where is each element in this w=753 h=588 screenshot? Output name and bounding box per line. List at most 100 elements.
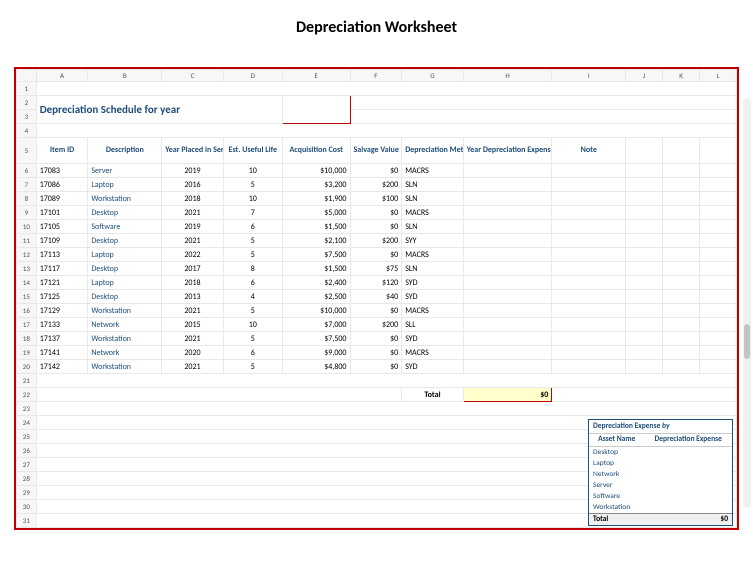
row-23[interactable]: 23: [17, 402, 37, 416]
cell-method[interactable]: MACRS: [402, 346, 464, 360]
cell-salvage[interactable]: $75: [350, 262, 402, 276]
cell[interactable]: [663, 234, 700, 248]
table-row[interactable]: 1417121Laptop20186$2,400$120SYD: [17, 276, 737, 290]
cell-acq-cost[interactable]: $1,900: [282, 192, 350, 206]
cell-useful-life[interactable]: 5: [223, 178, 282, 192]
cell-year-placed[interactable]: 2013: [162, 290, 224, 304]
row-28[interactable]: 28: [17, 472, 37, 486]
cell[interactable]: [626, 332, 663, 346]
table-row[interactable]: 817089Workstation201810$1,900$100SLN: [17, 192, 737, 206]
cell-useful-life[interactable]: 5: [223, 332, 282, 346]
table-row[interactable]: 1617129Workstation20215$10,000$0MACRS: [17, 304, 737, 318]
row-7[interactable]: 7: [17, 178, 37, 192]
cell-note[interactable]: [552, 178, 626, 192]
cell[interactable]: [626, 346, 663, 360]
table-row[interactable]: 1317117Desktop20178$1,500$75SLN: [17, 262, 737, 276]
cell-method[interactable]: SLN: [402, 178, 464, 192]
row-17[interactable]: 17: [17, 318, 37, 332]
cell[interactable]: [700, 304, 737, 318]
cell-method[interactable]: MACRS: [402, 164, 464, 178]
cell-year-dep[interactable]: [463, 360, 552, 374]
cell[interactable]: [663, 360, 700, 374]
cell-year-placed[interactable]: 2018: [162, 276, 224, 290]
table-row[interactable]: 1117109Desktop20215$2,100$200SYY: [17, 234, 737, 248]
cell[interactable]: [663, 248, 700, 262]
cell-item-id[interactable]: 17125: [36, 290, 88, 304]
cell[interactable]: [626, 206, 663, 220]
cell-useful-life[interactable]: 6: [223, 346, 282, 360]
cell-description[interactable]: Workstation: [88, 332, 162, 346]
cell-method[interactable]: MACRS: [402, 304, 464, 318]
cell-item-id[interactable]: 17086: [36, 178, 88, 192]
table-row[interactable]: 917101Desktop20217$5,000$0MACRS: [17, 206, 737, 220]
cell-year-placed[interactable]: 2017: [162, 262, 224, 276]
cell[interactable]: [36, 402, 736, 416]
cell-acq-cost[interactable]: $9,000: [282, 346, 350, 360]
cell-salvage[interactable]: $0: [350, 164, 402, 178]
cell-year-placed[interactable]: 2021: [162, 206, 224, 220]
cell-year-placed[interactable]: 2021: [162, 304, 224, 318]
cell-acq-cost[interactable]: $7,000: [282, 318, 350, 332]
cell-acq-cost[interactable]: $10,000: [282, 164, 350, 178]
row-4[interactable]: 4: [17, 124, 37, 138]
cell[interactable]: [626, 192, 663, 206]
table-row[interactable]: 1517125Desktop20134$2,500$40SYD: [17, 290, 737, 304]
cell[interactable]: [626, 304, 663, 318]
cell[interactable]: [663, 290, 700, 304]
cell-year-placed[interactable]: 2021: [162, 332, 224, 346]
cell-method[interactable]: SLN: [402, 220, 464, 234]
cell-note[interactable]: [552, 332, 626, 346]
row-25[interactable]: 25: [17, 430, 37, 444]
cell-description[interactable]: Desktop: [88, 262, 162, 276]
cell-acq-cost[interactable]: $3,200: [282, 178, 350, 192]
cell-salvage[interactable]: $0: [350, 248, 402, 262]
cell-note[interactable]: [552, 304, 626, 318]
table-row[interactable]: 1917141Network20206$9,000$0MACRS: [17, 346, 737, 360]
cell[interactable]: [700, 164, 737, 178]
col-L[interactable]: L: [700, 70, 737, 82]
cell-year-placed[interactable]: 2015: [162, 318, 224, 332]
row-12[interactable]: 12: [17, 248, 37, 262]
cell[interactable]: [663, 220, 700, 234]
cell[interactable]: [626, 138, 663, 164]
row-13[interactable]: 13: [17, 262, 37, 276]
cell[interactable]: [350, 110, 737, 124]
cell-description[interactable]: Network: [88, 346, 162, 360]
cell-description[interactable]: Network: [88, 318, 162, 332]
cell[interactable]: [663, 276, 700, 290]
cell-item-id[interactable]: 17121: [36, 276, 88, 290]
row-30[interactable]: 30: [17, 500, 37, 514]
cell-description[interactable]: Workstation: [88, 360, 162, 374]
row-26[interactable]: 26: [17, 444, 37, 458]
cell-acq-cost[interactable]: $2,100: [282, 234, 350, 248]
year-input-cell[interactable]: [282, 96, 350, 124]
cell[interactable]: [700, 332, 737, 346]
cell-item-id[interactable]: 17129: [36, 304, 88, 318]
row-19[interactable]: 19: [17, 346, 37, 360]
cell-acq-cost[interactable]: $2,400: [282, 276, 350, 290]
cell-description[interactable]: Desktop: [88, 206, 162, 220]
cell[interactable]: [663, 346, 700, 360]
row-14[interactable]: 14: [17, 276, 37, 290]
cell-year-placed[interactable]: 2021: [162, 360, 224, 374]
total-value[interactable]: $0: [463, 388, 552, 402]
cell[interactable]: [350, 96, 737, 110]
row-16[interactable]: 16: [17, 304, 37, 318]
cell-salvage[interactable]: $0: [350, 346, 402, 360]
table-row[interactable]: 1217113Laptop20225$7,500$0MACRS: [17, 248, 737, 262]
cell[interactable]: [663, 332, 700, 346]
table-row[interactable]: 1017105Software20196$1,500$0SLN: [17, 220, 737, 234]
cell-salvage[interactable]: $200: [350, 318, 402, 332]
cell[interactable]: [700, 360, 737, 374]
cell[interactable]: [700, 234, 737, 248]
cell-year-dep[interactable]: [463, 206, 552, 220]
cell-salvage[interactable]: $0: [350, 304, 402, 318]
cell[interactable]: [626, 164, 663, 178]
cell[interactable]: [700, 290, 737, 304]
cell[interactable]: [700, 178, 737, 192]
table-row[interactable]: 717086Laptop20165$3,200$200SLN: [17, 178, 737, 192]
cell-salvage[interactable]: $0: [350, 332, 402, 346]
row-6[interactable]: 6: [17, 164, 37, 178]
cell-description[interactable]: Workstation: [88, 304, 162, 318]
cell-method[interactable]: MACRS: [402, 248, 464, 262]
